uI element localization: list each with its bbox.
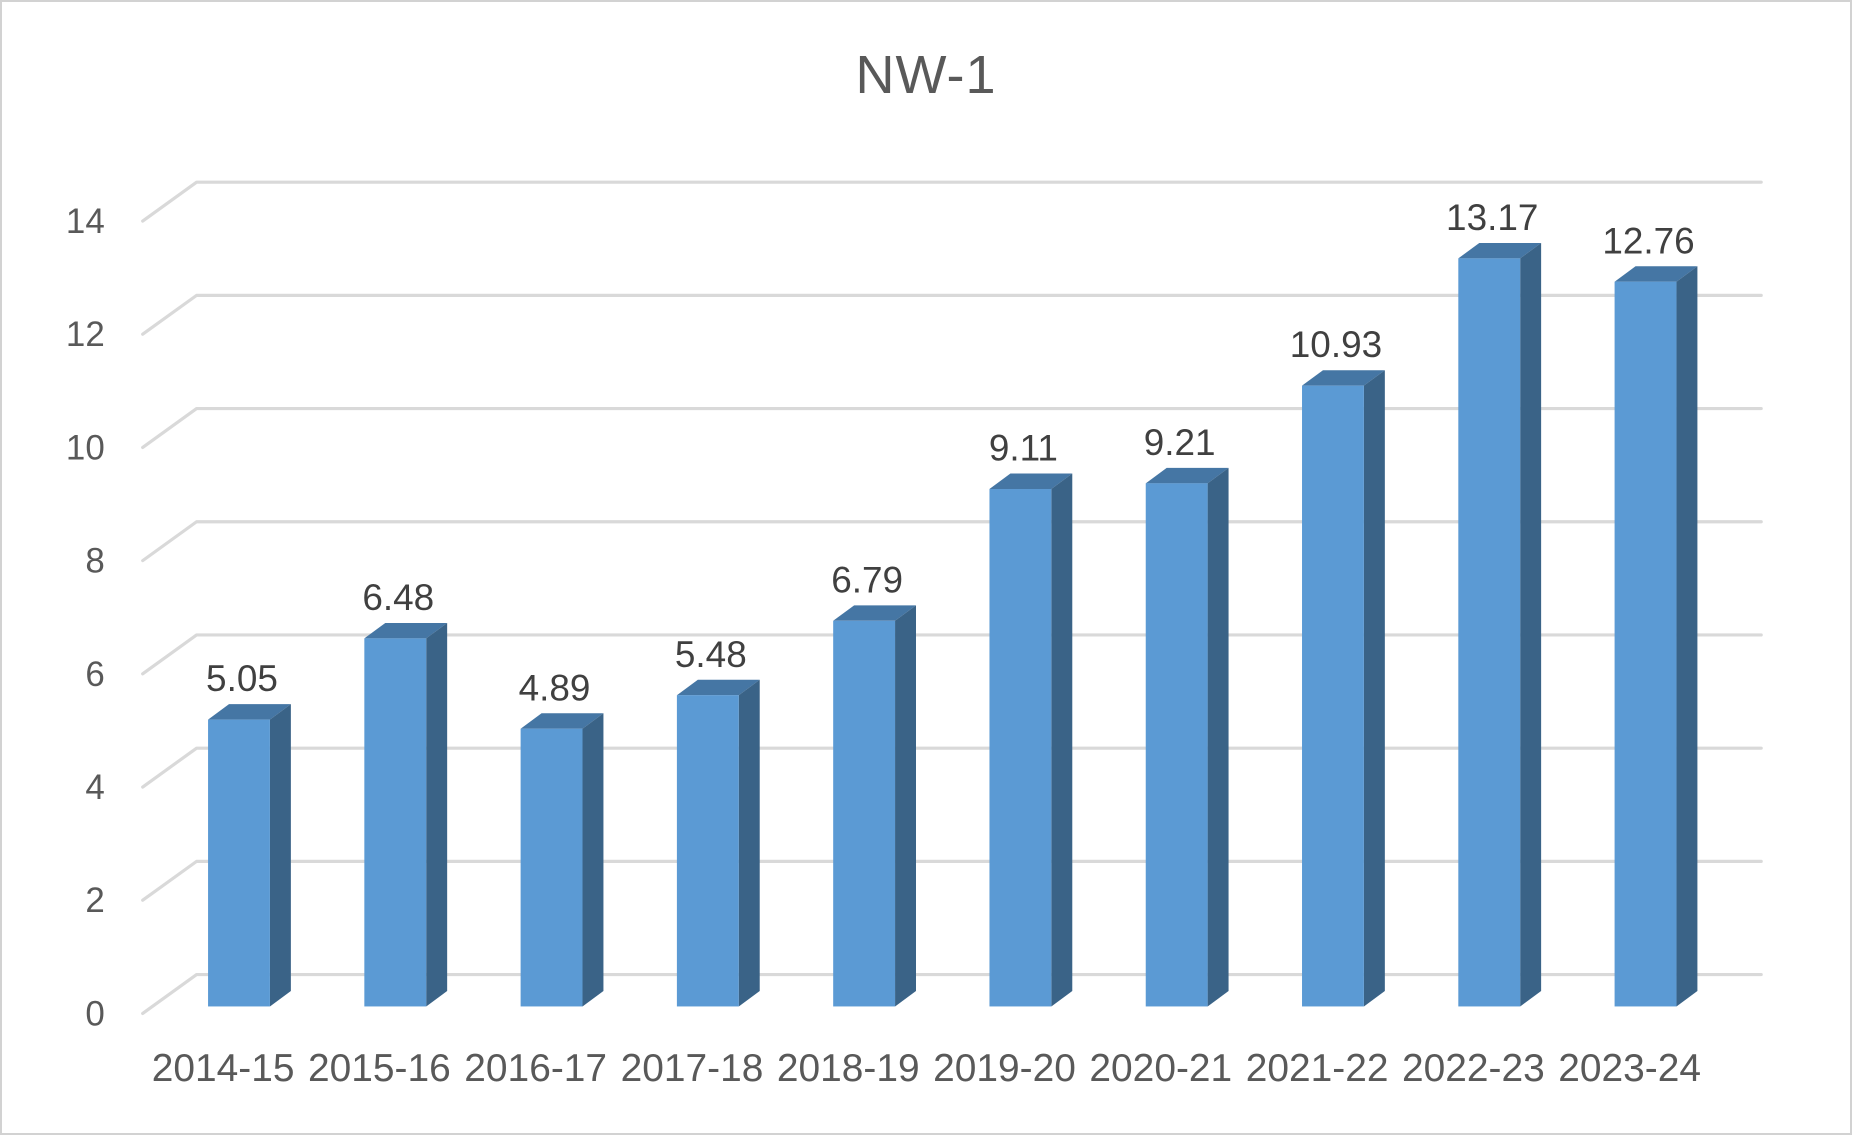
bar-value-label: 12.76 <box>1602 220 1694 261</box>
x-category-label: 2018-19 <box>777 1047 920 1090</box>
bar-top-face <box>833 605 917 621</box>
bar-side-face <box>582 713 604 1007</box>
bar-side-face <box>1520 242 1542 1007</box>
bar-side-face <box>1363 370 1385 1007</box>
bar-top-face <box>1614 266 1698 282</box>
bar-value-label: 6.48 <box>362 577 434 618</box>
bar <box>833 620 896 1007</box>
gridline <box>141 520 1763 563</box>
bar-value-label: 6.79 <box>831 559 903 600</box>
gridline <box>141 972 1763 1016</box>
bar-top-face <box>989 473 1073 490</box>
x-category-label: 2016-17 <box>464 1047 607 1090</box>
x-category-label: 2019-20 <box>933 1047 1076 1090</box>
y-tick-label: 2 <box>85 881 104 920</box>
bar <box>676 695 739 1007</box>
bar <box>989 489 1052 1007</box>
gridline <box>141 406 1763 450</box>
bar-top-face <box>364 622 448 639</box>
bar-value-label: 9.21 <box>1144 422 1216 463</box>
x-category-label: 2014-15 <box>152 1047 295 1090</box>
bar <box>1145 483 1208 1007</box>
y-tick-label: 12 <box>66 315 105 354</box>
bar <box>1302 385 1364 1007</box>
gridline <box>141 180 1763 223</box>
bar-side-face <box>269 704 291 1007</box>
bar <box>208 719 270 1007</box>
bar-top-face <box>1458 242 1542 259</box>
y-tick-label: 6 <box>85 655 104 694</box>
bar-side-face <box>1676 266 1698 1007</box>
bar <box>520 728 583 1007</box>
bar-value-label: 13.17 <box>1446 197 1538 238</box>
y-tick-label: 14 <box>66 202 105 241</box>
bar-side-face <box>1207 467 1229 1007</box>
x-category-label: 2020-21 <box>1089 1047 1232 1090</box>
bar-value-label: 5.48 <box>675 634 747 675</box>
x-category-label: 2021-22 <box>1246 1047 1389 1090</box>
bar-side-face <box>1051 473 1073 1007</box>
bar-top-face <box>208 704 291 720</box>
bar <box>1614 281 1677 1007</box>
bar-value-label: 4.89 <box>519 667 591 708</box>
bar-value-label: 10.93 <box>1290 324 1382 365</box>
bar-side-face <box>426 622 448 1007</box>
bar-top-face <box>1302 370 1385 386</box>
gridline <box>141 293 1763 336</box>
x-category-label: 2015-16 <box>308 1047 451 1090</box>
bar-top-face <box>1145 467 1229 484</box>
gridline <box>141 746 1763 789</box>
bar-top-face <box>676 679 760 696</box>
bar-value-label: 5.05 <box>206 658 278 699</box>
x-category-label: 2022-23 <box>1402 1047 1545 1090</box>
y-tick-label: 4 <box>85 768 104 807</box>
bar <box>1458 258 1521 1007</box>
bar-value-label: 9.11 <box>989 428 1058 469</box>
y-tick-label: 8 <box>85 542 104 581</box>
gridline <box>141 859 1763 902</box>
x-category-label: 2023-24 <box>1558 1047 1701 1090</box>
gridline <box>141 633 1763 676</box>
y-tick-label: 10 <box>66 428 105 467</box>
bar-side-face <box>895 605 917 1007</box>
bar-side-face <box>738 679 760 1007</box>
y-tick-label: 0 <box>85 994 104 1033</box>
bar-top-face <box>520 713 604 729</box>
bar <box>364 638 427 1007</box>
x-category-label: 2017-18 <box>621 1047 764 1090</box>
